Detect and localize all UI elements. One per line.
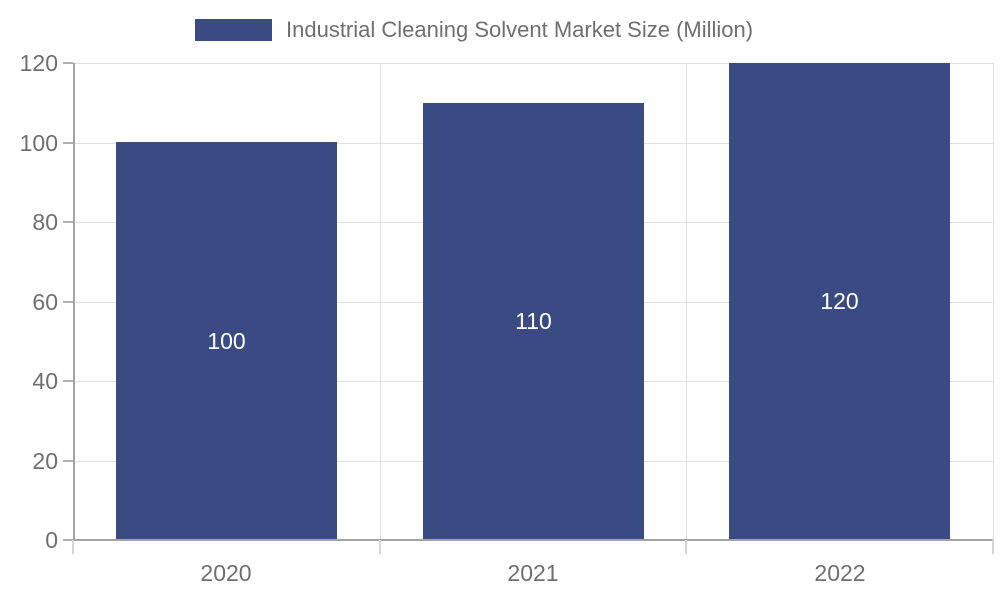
x-tick-label: 2021 [507, 560, 559, 586]
y-tick-label: 120 [19, 50, 58, 76]
x-tick-mark [379, 540, 381, 554]
y-tick-mark [63, 301, 73, 303]
y-tick-label: 0 [45, 527, 58, 553]
y-axis-line [73, 63, 75, 541]
bar-2022[interactable]: 120 [729, 63, 950, 540]
x-tick-mark [685, 540, 687, 554]
plot-area: 100 110 120 [73, 63, 994, 541]
y-tick-label: 20 [32, 448, 58, 474]
gridline-horizontal [73, 63, 993, 64]
y-tick-label: 100 [19, 130, 58, 156]
bar-value-label: 110 [515, 308, 552, 334]
y-tick-mark [63, 380, 73, 382]
y-tick-mark [63, 460, 73, 462]
x-tick-label: 2022 [814, 560, 866, 586]
y-tick-label: 80 [32, 209, 58, 235]
y-tick-mark [63, 142, 73, 144]
y-tick-mark [63, 539, 73, 541]
bar-value-label: 100 [207, 327, 246, 354]
bar-value-label: 120 [820, 288, 859, 314]
legend-label: Industrial Cleaning Solvent Market Size … [286, 17, 754, 42]
legend-swatch-icon [195, 19, 272, 41]
gridline-vertical [380, 63, 381, 540]
x-tick-mark [992, 540, 994, 554]
y-tick-label: 40 [32, 368, 58, 394]
bar-2021[interactable]: 110 [423, 103, 644, 540]
bar-2020[interactable]: 100 [116, 142, 337, 540]
x-tick-label: 2020 [200, 560, 252, 586]
chart-legend[interactable]: Industrial Cleaning Solvent Market Size … [195, 17, 753, 43]
gridline-vertical [993, 63, 994, 540]
x-tick-mark [72, 540, 74, 554]
y-tick-mark [63, 62, 73, 64]
x-axis-line [73, 539, 993, 541]
y-tick-label: 60 [32, 289, 58, 315]
gridline-vertical [686, 63, 687, 540]
y-tick-mark [63, 221, 73, 223]
